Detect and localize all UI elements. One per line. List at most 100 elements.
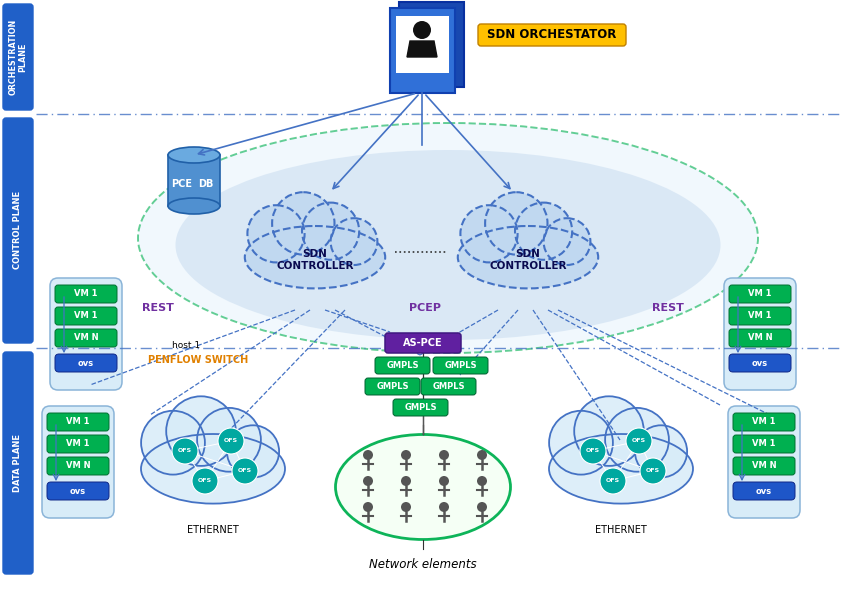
Ellipse shape	[458, 226, 598, 288]
FancyBboxPatch shape	[375, 357, 430, 374]
Circle shape	[640, 458, 666, 484]
Circle shape	[413, 21, 431, 39]
Ellipse shape	[141, 434, 285, 504]
Circle shape	[635, 425, 687, 477]
Text: OFS: OFS	[606, 478, 620, 484]
Text: PCE: PCE	[171, 179, 192, 189]
Ellipse shape	[336, 435, 511, 539]
Circle shape	[172, 438, 198, 464]
Circle shape	[401, 502, 411, 512]
FancyBboxPatch shape	[47, 435, 109, 453]
Text: VM 1: VM 1	[74, 289, 98, 298]
Text: VM 1: VM 1	[748, 289, 772, 298]
Text: OFS: OFS	[632, 438, 646, 444]
Circle shape	[549, 411, 613, 475]
Text: VM N: VM N	[65, 462, 90, 471]
Circle shape	[227, 425, 279, 477]
Circle shape	[247, 205, 304, 263]
FancyBboxPatch shape	[728, 406, 800, 518]
Ellipse shape	[168, 147, 220, 163]
FancyBboxPatch shape	[3, 4, 33, 110]
Circle shape	[439, 450, 449, 460]
Text: VM 1: VM 1	[66, 440, 90, 448]
Circle shape	[626, 428, 652, 454]
Circle shape	[580, 438, 606, 464]
Text: OFS: OFS	[646, 468, 660, 474]
Circle shape	[461, 205, 518, 263]
FancyBboxPatch shape	[168, 155, 220, 206]
Circle shape	[439, 502, 449, 512]
Text: REST: REST	[142, 303, 174, 313]
FancyBboxPatch shape	[478, 24, 626, 46]
Text: VM 1: VM 1	[748, 312, 772, 321]
FancyBboxPatch shape	[729, 329, 791, 347]
Text: AS-PCE: AS-PCE	[403, 338, 443, 348]
Circle shape	[167, 396, 235, 466]
Text: OFS: OFS	[586, 448, 600, 453]
Circle shape	[477, 476, 487, 486]
Circle shape	[485, 192, 547, 255]
FancyBboxPatch shape	[42, 406, 114, 518]
FancyBboxPatch shape	[55, 354, 117, 372]
FancyBboxPatch shape	[433, 357, 488, 374]
FancyBboxPatch shape	[47, 457, 109, 475]
Polygon shape	[407, 41, 437, 57]
Text: PENFLOW SWITCH: PENFLOW SWITCH	[148, 355, 248, 365]
FancyBboxPatch shape	[390, 8, 455, 93]
Text: ETHERNET: ETHERNET	[595, 525, 647, 535]
Circle shape	[515, 203, 572, 260]
Text: VM N: VM N	[74, 334, 99, 343]
Text: REST: REST	[652, 303, 684, 313]
Text: OFS: OFS	[224, 438, 238, 444]
FancyBboxPatch shape	[55, 285, 117, 303]
Circle shape	[197, 408, 261, 472]
Ellipse shape	[175, 150, 721, 340]
Circle shape	[439, 476, 449, 486]
Ellipse shape	[549, 434, 693, 504]
Ellipse shape	[138, 123, 758, 353]
Circle shape	[272, 192, 335, 255]
Text: GMPLS: GMPLS	[445, 361, 477, 370]
FancyBboxPatch shape	[396, 16, 449, 73]
Text: SDN
CONTROLLER: SDN CONTROLLER	[490, 249, 567, 271]
Text: ovs: ovs	[752, 358, 768, 368]
FancyBboxPatch shape	[729, 354, 791, 372]
FancyBboxPatch shape	[729, 285, 791, 303]
Circle shape	[232, 458, 258, 484]
Circle shape	[192, 468, 218, 494]
Text: Network elements: Network elements	[369, 559, 477, 572]
FancyBboxPatch shape	[385, 333, 461, 353]
Text: GMPLS: GMPLS	[405, 403, 437, 412]
Text: ORCHESTRATION
PLANE: ORCHESTRATION PLANE	[8, 19, 28, 95]
Circle shape	[363, 476, 373, 486]
Circle shape	[302, 203, 360, 260]
FancyBboxPatch shape	[55, 329, 117, 347]
FancyBboxPatch shape	[3, 118, 33, 343]
FancyBboxPatch shape	[733, 457, 795, 475]
FancyBboxPatch shape	[47, 413, 109, 431]
Circle shape	[600, 468, 626, 494]
Circle shape	[575, 396, 643, 466]
Text: OFS: OFS	[178, 448, 192, 453]
Circle shape	[218, 428, 244, 454]
Text: ovs: ovs	[78, 358, 94, 368]
Text: DB: DB	[198, 179, 213, 189]
Circle shape	[401, 476, 411, 486]
Text: ETHERNET: ETHERNET	[187, 525, 239, 535]
Text: GMPLS: GMPLS	[377, 382, 409, 391]
Circle shape	[331, 218, 377, 265]
FancyBboxPatch shape	[55, 307, 117, 325]
Text: VM N: VM N	[748, 334, 773, 343]
Circle shape	[477, 502, 487, 512]
FancyBboxPatch shape	[3, 352, 33, 574]
FancyBboxPatch shape	[50, 278, 122, 390]
Circle shape	[363, 450, 373, 460]
Circle shape	[544, 218, 591, 265]
Text: PCEP: PCEP	[409, 303, 441, 313]
Text: OFS: OFS	[238, 468, 252, 474]
FancyBboxPatch shape	[733, 482, 795, 500]
Text: VM 1: VM 1	[74, 312, 98, 321]
Circle shape	[477, 450, 487, 460]
Text: DATA PLANE: DATA PLANE	[14, 434, 22, 492]
Text: VM 1: VM 1	[66, 417, 90, 426]
